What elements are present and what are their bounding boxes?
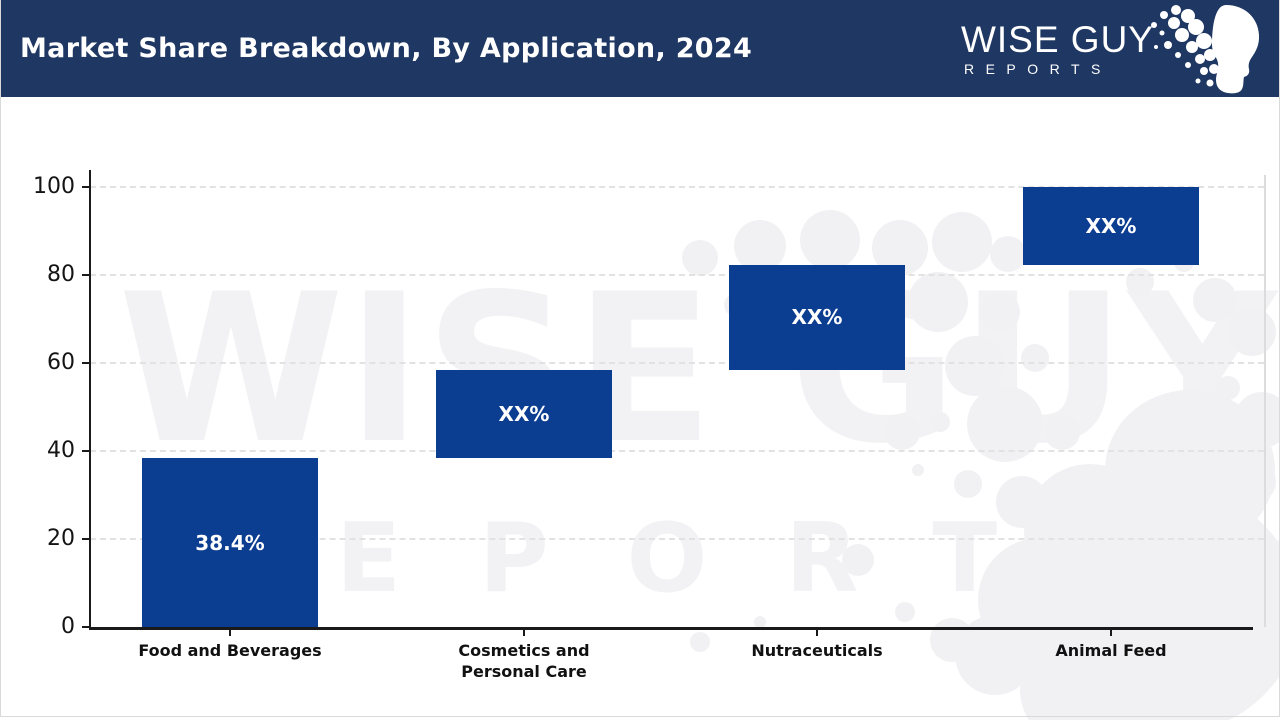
- wiseguy-face-icon: [1151, 4, 1260, 93]
- y-tick-label-60: 60: [47, 350, 75, 375]
- gridline-80: [90, 274, 1264, 276]
- watermark-face-dots: [682, 210, 1280, 720]
- watermark-wiseguy: WISE GUY: [118, 251, 1279, 489]
- y-tick-label-20: 20: [47, 526, 75, 551]
- y-tick-0: [82, 626, 89, 628]
- wiseguy-logo: WISE GUY REPORTS: [961, 3, 1280, 95]
- logo-tagline: REPORTS: [963, 60, 1112, 77]
- logo-name: WISE GUY: [960, 18, 1154, 60]
- x-tick-label-1: Food and Beverages: [138, 641, 322, 660]
- gridline-20: [90, 538, 1264, 540]
- gridline-40: [90, 450, 1264, 452]
- x-tick-1: [229, 629, 231, 636]
- x-tick-label-4: Animal Feed: [1055, 641, 1167, 660]
- gridline-100: [90, 186, 1264, 188]
- x-axis-line: [89, 627, 1253, 630]
- y-tick-80: [82, 274, 89, 276]
- x-tick-3: [816, 629, 818, 636]
- bar-segment-1: [142, 458, 318, 627]
- bar-value-label-4: XX%: [1085, 213, 1137, 238]
- x-tick-4: [1110, 629, 1112, 636]
- y-tick-label-40: 40: [47, 438, 75, 463]
- y-axis-line: [89, 170, 91, 629]
- bar-segment-4: [1023, 187, 1199, 265]
- header: Market Share Breakdown, By Application, …: [0, 0, 1280, 97]
- y-tick-label-80: 80: [47, 262, 75, 287]
- y-tick-40: [82, 450, 89, 452]
- bar-value-label-3: XX%: [791, 305, 843, 330]
- x-tick-2: [523, 629, 525, 636]
- bar-segment-3: [729, 264, 905, 370]
- plot-right-spine: [1264, 175, 1266, 627]
- y-tick-20: [82, 538, 89, 540]
- y-tick-label-0: 0: [61, 614, 75, 639]
- y-tick-60: [82, 362, 89, 364]
- y-tick-label-100: 100: [33, 174, 75, 199]
- x-tick-label-3: Nutraceuticals: [751, 641, 883, 660]
- bar-value-label-1: 38.4%: [195, 530, 265, 555]
- gridline-60: [90, 362, 1264, 364]
- x-tick-label-2: Cosmetics and Personal Care: [458, 641, 590, 681]
- bar-value-label-2: XX%: [498, 401, 550, 426]
- y-tick-100: [82, 186, 89, 188]
- chart-title: Market Share Breakdown, By Application, …: [20, 33, 753, 64]
- bar-segment-2: [436, 369, 612, 459]
